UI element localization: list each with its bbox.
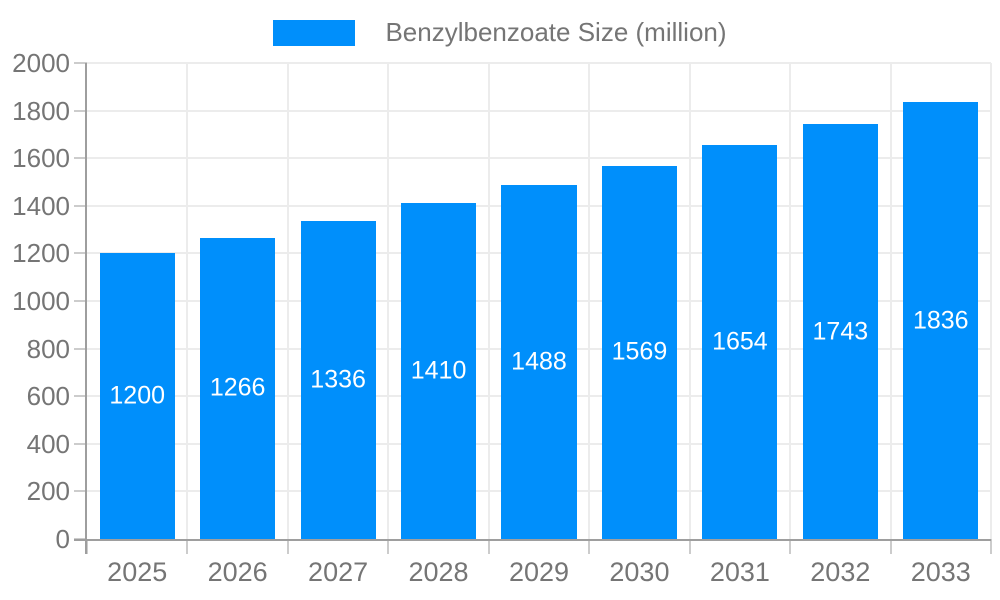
gridline — [889, 63, 892, 539]
y-axis-tick — [74, 157, 87, 160]
bar-value-label: 1836 — [912, 306, 969, 334]
bar[interactable]: 1336 — [300, 221, 376, 539]
gridline — [789, 63, 792, 539]
y-axis-tick — [74, 347, 87, 350]
x-axis-label: 2028 — [408, 557, 469, 587]
bar[interactable]: 1743 — [802, 124, 878, 539]
y-axis-label: 1600 — [12, 143, 70, 174]
x-axis-label: 2031 — [709, 557, 770, 587]
chart-legend[interactable]: Benzylbenzoate Size (million) — [0, 17, 1000, 48]
x-axis-tick — [286, 539, 289, 554]
bar-value-label: 1410 — [410, 356, 467, 385]
x-axis-label: 2032 — [810, 557, 871, 587]
bar-value-label: 1569 — [611, 337, 668, 366]
y-axis-tick — [74, 300, 87, 302]
x-axis-tick — [688, 539, 691, 554]
x-axis-tick — [990, 539, 992, 554]
y-axis-label: 2000 — [12, 48, 70, 78]
y-axis-label: 1800 — [12, 95, 70, 126]
y-axis-label: 400 — [26, 428, 70, 459]
gridline — [990, 63, 992, 539]
gridline — [588, 63, 591, 539]
y-axis-label: 1400 — [12, 190, 70, 221]
y-axis-tick — [74, 490, 87, 493]
gridline — [487, 63, 490, 539]
x-axis-tick — [889, 539, 892, 554]
y-axis-label: 0 — [55, 524, 70, 554]
bar-value-label: 1336 — [310, 365, 366, 394]
y-axis-tick — [74, 395, 87, 398]
y-axis-tick — [74, 62, 87, 64]
bar[interactable]: 1654 — [702, 145, 778, 539]
bar-value-label: 1654 — [712, 327, 768, 356]
x-axis-label: 2033 — [910, 557, 971, 587]
x-axis-line — [74, 539, 991, 541]
x-axis-tick — [588, 539, 591, 554]
y-axis-label: 600 — [26, 381, 70, 412]
bar-value-label: 1200 — [109, 381, 166, 410]
bar[interactable]: 1410 — [401, 203, 477, 539]
y-axis-label: 1000 — [12, 286, 70, 316]
x-axis-label: 2027 — [308, 557, 369, 587]
x-axis-label: 2026 — [207, 557, 268, 587]
gridline — [186, 63, 189, 539]
bar[interactable]: 1266 — [200, 237, 276, 539]
x-axis-tick — [387, 539, 390, 554]
y-axis-tick — [74, 204, 87, 207]
y-axis-tick — [74, 109, 87, 112]
bar-value-label: 1488 — [511, 347, 567, 376]
y-axis-line — [85, 63, 87, 554]
bar[interactable]: 1836 — [903, 102, 979, 539]
legend-label: Benzylbenzoate Size (million) — [385, 17, 727, 47]
x-axis-label: 2029 — [508, 557, 570, 587]
gridline — [87, 62, 991, 64]
gridline — [286, 63, 289, 539]
x-axis-tick — [789, 539, 792, 554]
y-axis-tick — [74, 442, 87, 445]
gridline — [387, 63, 390, 539]
bar-value-label: 1743 — [812, 317, 869, 346]
y-axis-label: 800 — [26, 333, 70, 364]
gridline — [688, 63, 691, 539]
gridline — [87, 109, 991, 112]
y-axis-label: 200 — [26, 476, 70, 507]
y-axis-tick — [74, 252, 87, 255]
bar-value-label: 1266 — [209, 373, 266, 402]
x-axis-label: 2030 — [609, 557, 670, 587]
y-axis-label: 1200 — [12, 238, 70, 269]
x-axis-tick — [186, 539, 189, 554]
x-axis-label: 2025 — [107, 557, 168, 587]
x-axis-tick — [86, 539, 88, 554]
gridline — [87, 157, 991, 160]
x-axis-tick — [487, 539, 490, 554]
bar[interactable]: 1488 — [501, 184, 577, 539]
bar[interactable]: 1200 — [99, 253, 175, 539]
legend-swatch-icon — [273, 19, 356, 46]
bar[interactable]: 1569 — [601, 165, 677, 539]
